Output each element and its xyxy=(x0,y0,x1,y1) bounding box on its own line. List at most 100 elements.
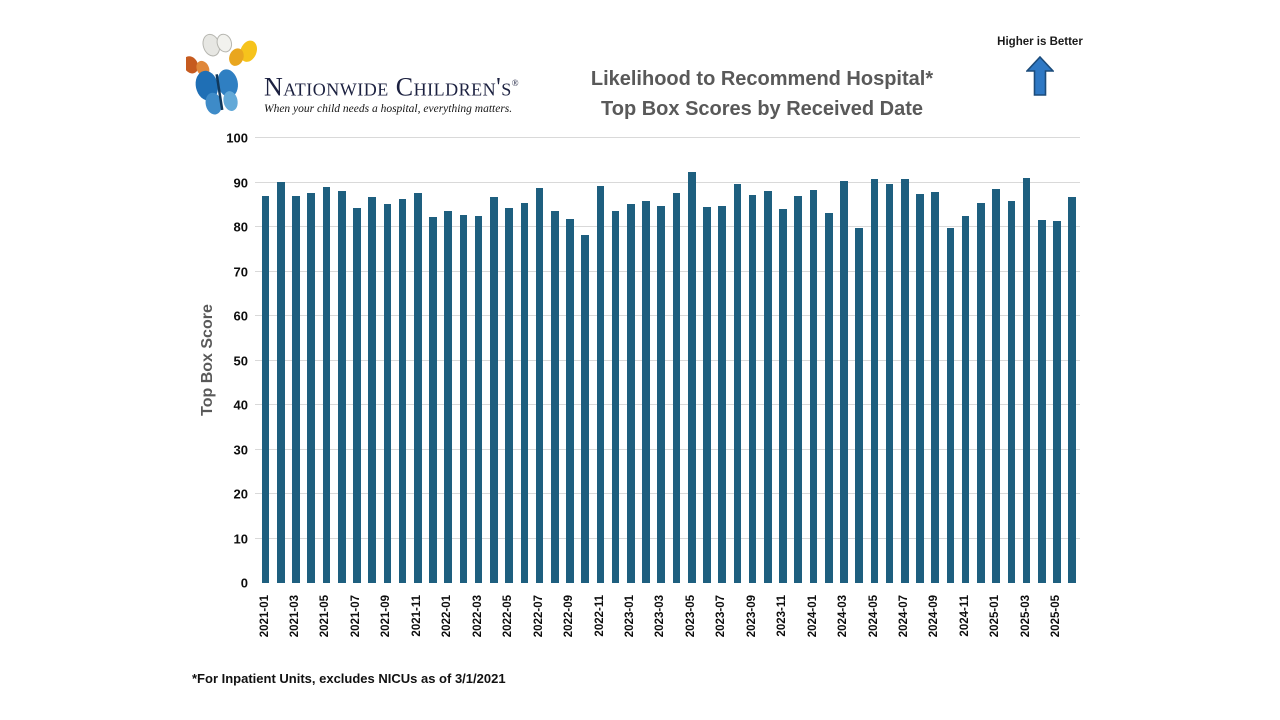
bar-2021-11 xyxy=(413,192,422,583)
higher-is-better-label: Higher is Better xyxy=(997,36,1083,48)
bar-2024-05 xyxy=(870,178,879,583)
bar-slot-2023-08 xyxy=(730,138,745,583)
bar-slot-2023-11 xyxy=(775,138,790,583)
bar-slot-2021-09 xyxy=(380,138,395,583)
bar-2024-07 xyxy=(900,178,909,583)
bar-slot-2021-04 xyxy=(304,138,319,583)
bar-2024-11 xyxy=(961,216,970,583)
bar-2023-06 xyxy=(703,206,711,583)
x-tick-label-2023-05: 2023-05 xyxy=(684,595,697,638)
bar-slot-2021-12 xyxy=(425,138,440,583)
x-tick-label-2021-11: 2021-11 xyxy=(410,595,423,637)
bar-slot-2025-03 xyxy=(1019,138,1034,583)
x-tick-label-2023-03: 2023-03 xyxy=(654,595,667,638)
x-tick-label-2021-09: 2021-09 xyxy=(380,595,393,638)
bar-2022-11 xyxy=(596,185,605,583)
x-tick-label-2023-11: 2023-11 xyxy=(776,595,789,637)
bar-slot-2023-12 xyxy=(791,138,806,583)
bar-slot-2023-06 xyxy=(699,138,714,583)
y-tick-label-60: 60 xyxy=(233,308,248,324)
bar-2023-10 xyxy=(764,190,772,583)
bar-2021-04 xyxy=(307,193,316,583)
bar-slot-2021-08 xyxy=(365,138,380,583)
bar-2021-10 xyxy=(398,198,407,583)
x-tick-label-2024-07: 2024-07 xyxy=(897,595,910,638)
gridline-100 xyxy=(255,137,1080,138)
x-tick-label-2023-07: 2023-07 xyxy=(715,595,728,638)
bar-slot-2024-06 xyxy=(882,138,897,583)
bar-2024-02 xyxy=(824,212,833,583)
bar-slot-2023-10 xyxy=(760,138,775,583)
bar-slot-2024-04 xyxy=(852,138,867,583)
bar-2021-08 xyxy=(368,196,376,583)
bar-2021-06 xyxy=(337,191,346,583)
bar-slot-2024-02 xyxy=(821,138,836,583)
bar-slot-2022-12 xyxy=(608,138,623,583)
bar-2024-03 xyxy=(840,180,848,583)
bar-2023-11 xyxy=(779,208,787,583)
bar-2021-12 xyxy=(429,216,437,583)
nationwide-childrens-logo: Nationwide Children's® When your child n… xyxy=(186,30,519,122)
bar-2023-12 xyxy=(794,196,803,583)
bar-slot-2023-01 xyxy=(623,138,638,583)
bar-slot-2025-04 xyxy=(1034,138,1049,583)
gridline-90 xyxy=(255,181,1080,183)
bar-2025-04 xyxy=(1037,219,1046,583)
bar-2025-02 xyxy=(1007,201,1016,583)
bar-slot-2023-09 xyxy=(745,138,760,583)
bar-2021-01 xyxy=(261,195,270,583)
bar-slot-2024-03 xyxy=(836,138,851,583)
x-tick-label-2024-09: 2024-09 xyxy=(928,595,941,638)
up-arrow-icon xyxy=(1025,55,1055,96)
y-tick-label-40: 40 xyxy=(233,397,248,413)
logo-name: Nationwide Children's® xyxy=(264,72,520,102)
bar-2021-03 xyxy=(292,196,300,583)
bar-2022-09 xyxy=(566,219,574,583)
chart-title: Likelihood to Recommend Hospital* Top Bo… xyxy=(471,64,1053,124)
bar-slot-2022-03 xyxy=(471,138,486,583)
higher-is-better: Higher is Better xyxy=(980,36,1100,101)
bar-slot-2022-07 xyxy=(532,138,547,583)
gridline-70 xyxy=(255,270,1080,272)
bar-slot-2025-05 xyxy=(1049,138,1064,583)
bar-slot-2021-06 xyxy=(334,138,349,583)
x-tick-label-2021-07: 2021-07 xyxy=(349,595,362,638)
bar-2023-03 xyxy=(657,206,666,583)
gridline-80 xyxy=(255,226,1080,227)
logo-tagline: When your child needs a hospital, everyt… xyxy=(264,102,513,115)
bar-2025-05 xyxy=(1053,221,1061,583)
gridline-20 xyxy=(255,493,1080,494)
bar-slot-2021-05 xyxy=(319,138,334,583)
bar-2025-01 xyxy=(992,188,1000,583)
y-tick-label-90: 90 xyxy=(233,175,248,190)
y-tick-label-0: 0 xyxy=(240,575,248,591)
bar-2025-06 xyxy=(1068,196,1076,583)
y-tick-label-100: 100 xyxy=(226,130,248,146)
bar-2022-06 xyxy=(520,202,529,583)
gridline-60 xyxy=(255,315,1080,316)
bar-2022-07 xyxy=(535,187,544,583)
butterflies-icon xyxy=(186,33,257,115)
y-tick-label-30: 30 xyxy=(233,442,248,457)
registered-mark: ® xyxy=(511,78,520,88)
bar-slot-2023-03 xyxy=(654,138,669,583)
bar-2023-04 xyxy=(672,192,681,583)
bar-series xyxy=(258,138,1080,583)
bar-slot-2022-08 xyxy=(547,138,562,583)
bar-2024-04 xyxy=(855,227,863,583)
gridlines xyxy=(255,137,1080,583)
x-tick-label-2022-03: 2022-03 xyxy=(471,595,484,638)
y-tick-label-20: 20 xyxy=(233,486,248,502)
bar-slot-2022-01 xyxy=(441,138,456,583)
bar-2022-10 xyxy=(581,235,589,583)
bar-slot-2021-03 xyxy=(288,138,303,583)
bar-2022-03 xyxy=(474,215,483,583)
y-tick-label-80: 80 xyxy=(233,219,248,235)
bar-slot-2024-01 xyxy=(806,138,821,583)
bar-slot-2021-11 xyxy=(410,138,425,583)
x-axis-tick-labels: 2021-01 2021-03 2021-05 2021-07 2021-09 2021-… xyxy=(258,595,1080,645)
bar-slot-2023-05 xyxy=(684,138,699,583)
x-tick-label-2024-05: 2024-05 xyxy=(867,595,880,638)
bar-slot-2024-12 xyxy=(973,138,988,583)
bar-2025-03 xyxy=(1022,178,1031,583)
